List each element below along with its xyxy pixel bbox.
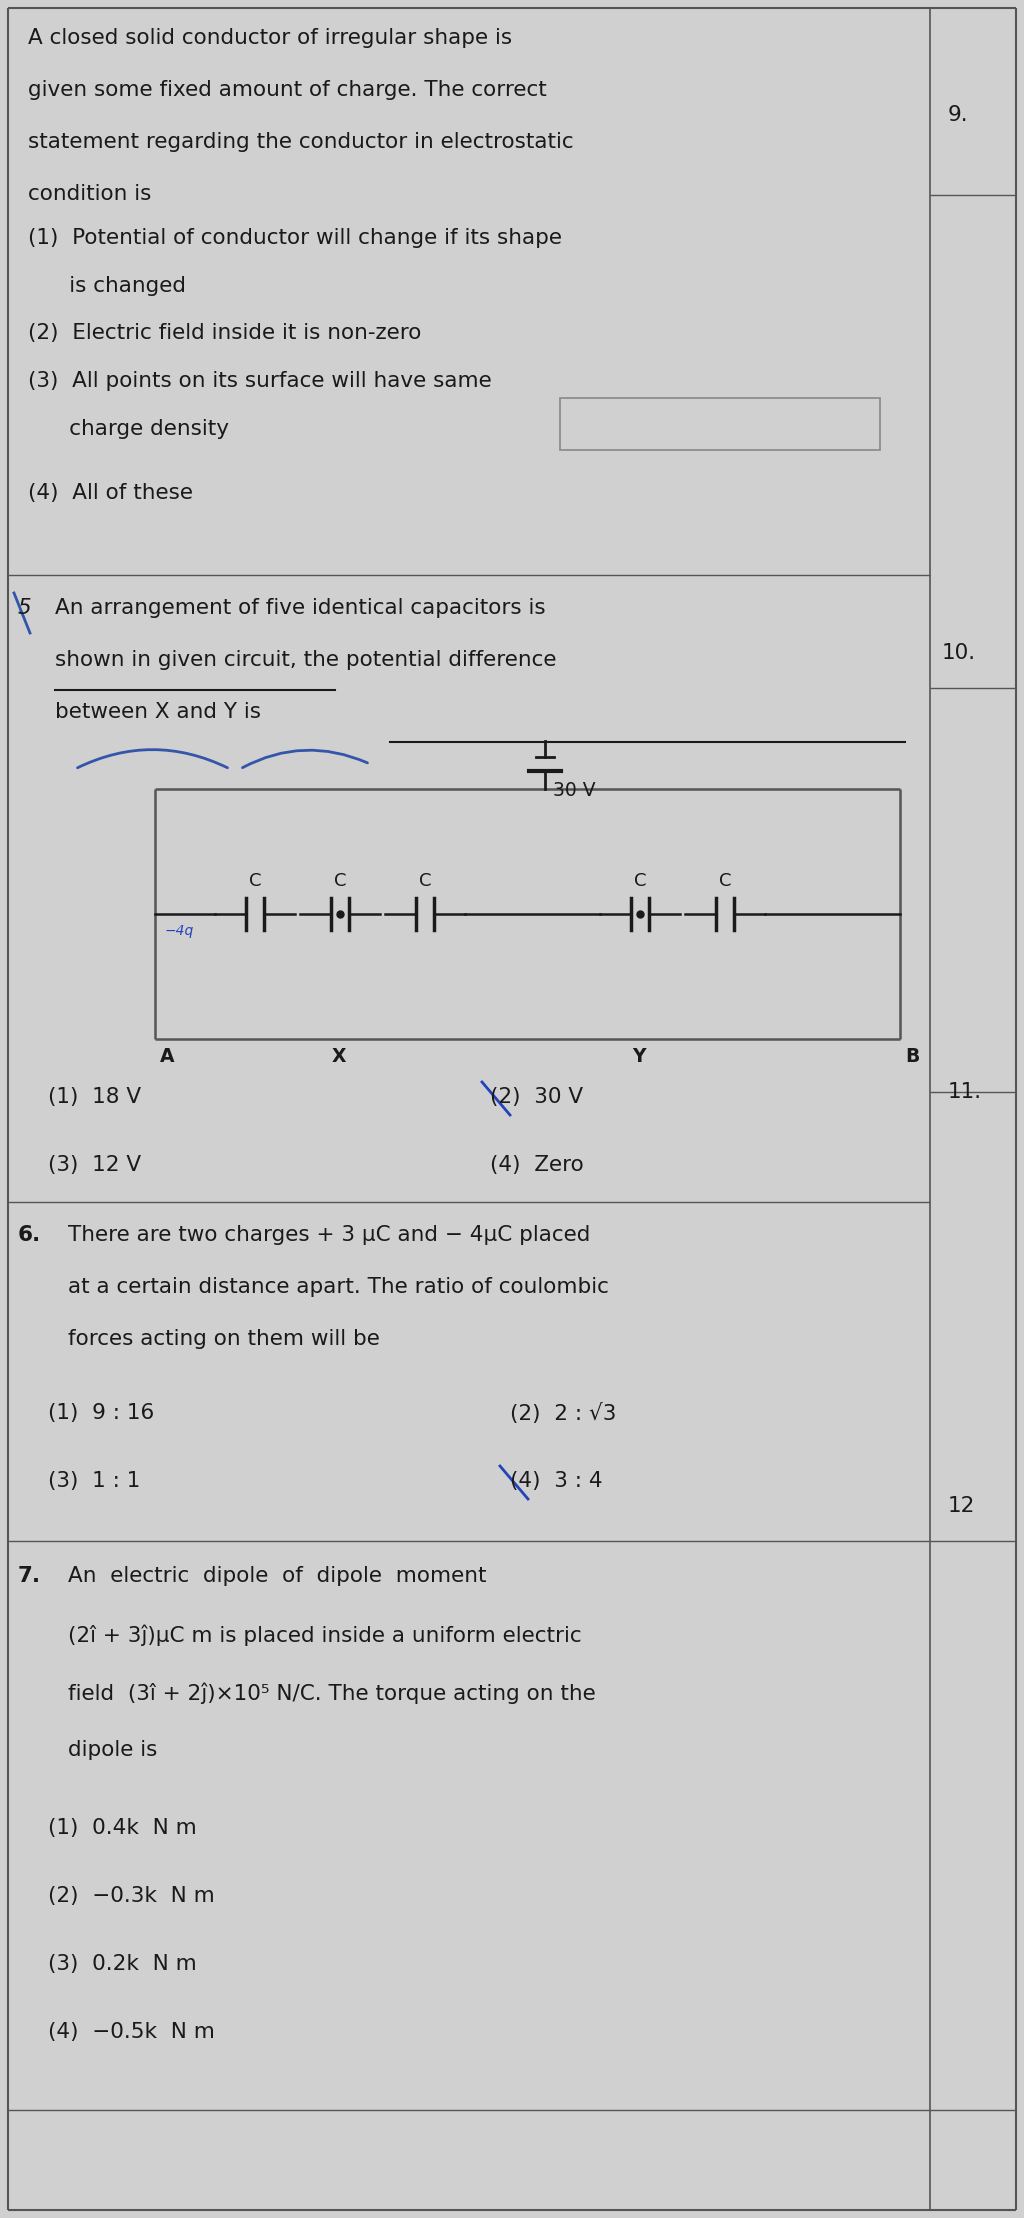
Text: 30 V: 30 V (553, 781, 596, 801)
Text: statement regarding the conductor in electrostatic: statement regarding the conductor in ele… (28, 133, 573, 153)
Text: −4q: −4q (165, 925, 195, 938)
Text: forces acting on them will be: forces acting on them will be (68, 1329, 380, 1349)
Text: (1)  18 V: (1) 18 V (48, 1087, 141, 1107)
Text: (4)  −0.5k  N m: (4) −0.5k N m (48, 2023, 215, 2043)
Text: Y: Y (632, 1047, 645, 1067)
Text: is changed: is changed (28, 275, 186, 295)
Text: (1)  0.4k  N m: (1) 0.4k N m (48, 1819, 197, 1839)
Text: B: B (905, 1047, 920, 1067)
Text: X: X (332, 1047, 346, 1067)
Text: A closed solid conductor of irregular shape is: A closed solid conductor of irregular sh… (28, 29, 512, 49)
Text: 5: 5 (18, 599, 32, 619)
Text: (2)  30 V: (2) 30 V (490, 1087, 583, 1107)
Text: field  (3î + 2ĵ)×10⁵ N/C. The torque acting on the: field (3î + 2ĵ)×10⁵ N/C. The torque acti… (68, 1681, 596, 1703)
Text: between X and Y is: between X and Y is (55, 703, 261, 723)
Text: (4)  All of these: (4) All of these (28, 484, 193, 503)
Text: (2î + 3ĵ)μC m is placed inside a uniform electric: (2î + 3ĵ)μC m is placed inside a uniform… (68, 1624, 582, 1646)
Text: (2)  2 : √3: (2) 2 : √3 (510, 1404, 616, 1424)
Text: condition is: condition is (28, 184, 152, 204)
Text: (1)  Potential of conductor will change if its shape: (1) Potential of conductor will change i… (28, 228, 562, 248)
Text: charge density: charge density (28, 419, 229, 439)
Text: An  electric  dipole  of  dipole  moment: An electric dipole of dipole moment (68, 1566, 486, 1586)
Text: 6.: 6. (18, 1224, 41, 1244)
Text: (2)  −0.3k  N m: (2) −0.3k N m (48, 1885, 215, 1905)
Text: (3)  12 V: (3) 12 V (48, 1156, 141, 1176)
Text: at a certain distance apart. The ratio of coulombic: at a certain distance apart. The ratio o… (68, 1278, 609, 1298)
Text: (1)  9 : 16: (1) 9 : 16 (48, 1404, 155, 1424)
Text: (3)  0.2k  N m: (3) 0.2k N m (48, 1954, 197, 1974)
Text: An arrangement of five identical capacitors is: An arrangement of five identical capacit… (55, 599, 546, 619)
Text: C: C (634, 872, 646, 889)
Text: dipole is: dipole is (68, 1739, 158, 1761)
Text: C: C (419, 872, 431, 889)
Text: 9.: 9. (948, 104, 969, 124)
Text: (2)  Electric field inside it is non-zero: (2) Electric field inside it is non-zero (28, 324, 421, 344)
Text: A: A (160, 1047, 174, 1067)
Text: (4)  Zero: (4) Zero (490, 1156, 584, 1176)
Text: C: C (334, 872, 346, 889)
Text: C: C (249, 872, 261, 889)
Text: given some fixed amount of charge. The correct: given some fixed amount of charge. The c… (28, 80, 547, 100)
Text: (4)  3 : 4: (4) 3 : 4 (510, 1471, 603, 1490)
Text: 11.: 11. (948, 1082, 982, 1102)
Text: (3)  All points on its surface will have same: (3) All points on its surface will have … (28, 370, 492, 390)
Text: 10.: 10. (942, 643, 976, 663)
Text: 12: 12 (948, 1495, 976, 1515)
Text: 7.: 7. (18, 1566, 41, 1586)
Text: C: C (719, 872, 731, 889)
Bar (560, 397, 880, 450)
Text: There are two charges + 3 μC and − 4μC placed: There are two charges + 3 μC and − 4μC p… (68, 1224, 591, 1244)
Text: shown in given circuit, the potential difference: shown in given circuit, the potential di… (55, 650, 556, 670)
Text: (3)  1 : 1: (3) 1 : 1 (48, 1471, 140, 1490)
